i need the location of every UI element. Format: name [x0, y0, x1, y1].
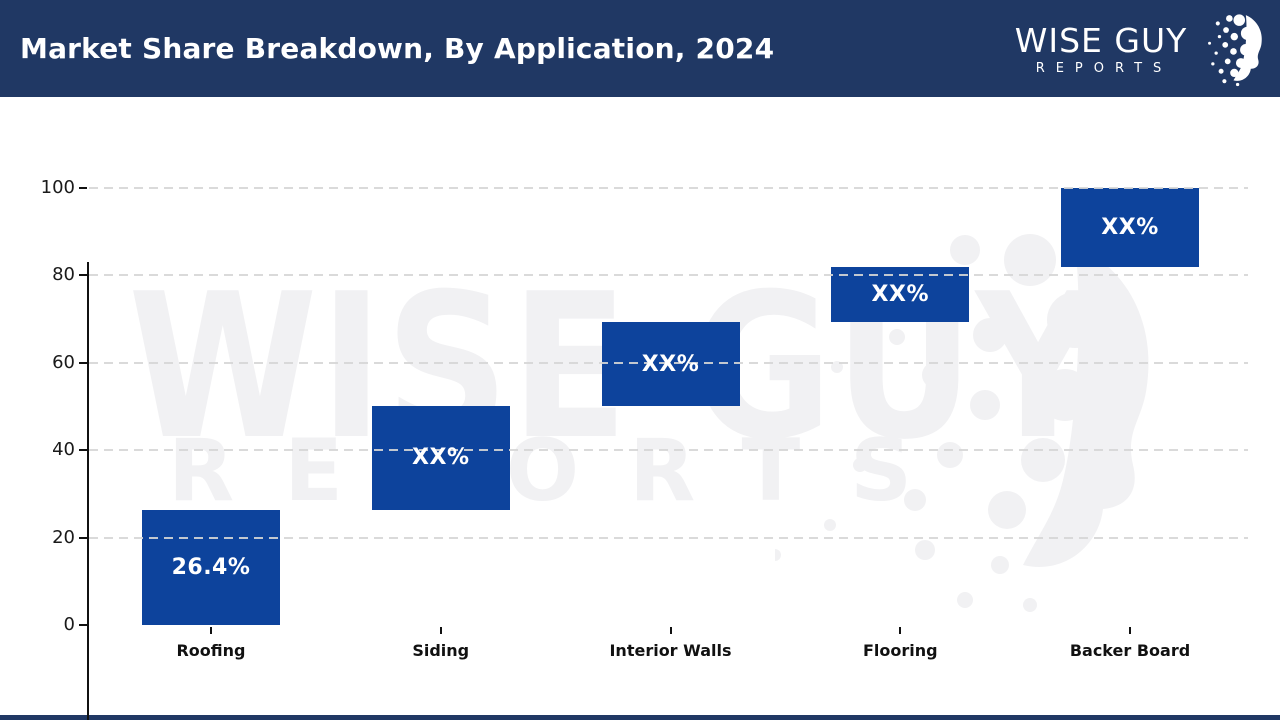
footer-bar — [0, 715, 1280, 720]
x-tick-roofing — [210, 627, 212, 634]
bar-value-label-siding: XX% — [412, 445, 470, 471]
bar-flooring — [831, 267, 970, 322]
gridline-y-40 — [89, 449, 1248, 451]
bar-value-label-interior-walls: XX% — [641, 351, 700, 377]
chart-title: Market Share Breakdown, By Application, … — [20, 32, 775, 65]
y-tick-label-0: 0 — [63, 614, 75, 635]
bar-interior-walls — [601, 321, 740, 407]
wise-guy-reports-logo: WISE GUY REPORTS — [1004, 6, 1264, 92]
gridline-y-20 — [89, 536, 1248, 539]
bar-value-label-backer-board: XX% — [1101, 214, 1159, 240]
y-tick-80 — [79, 274, 87, 276]
logo-wordmark: WISE GUY — [1014, 20, 1188, 60]
y-tick-label-80: 80 — [52, 264, 75, 285]
header-bar: Market Share Breakdown, By Application, … — [0, 0, 1280, 97]
bar-siding — [371, 406, 510, 510]
logo-dotted-head-icon — [1208, 14, 1262, 87]
x-category-label-backer-board: Backer Board — [1069, 641, 1191, 660]
bar-value-label-flooring: XX% — [871, 281, 929, 307]
bar-backer-board — [1061, 187, 1199, 268]
gridline-y-100 — [89, 186, 1248, 189]
y-tick-40 — [79, 449, 87, 451]
x-tick-flooring — [899, 627, 902, 634]
x-tick-backer-board — [1129, 627, 1131, 634]
y-tick-20 — [79, 536, 87, 539]
gridline-y-80 — [89, 274, 1248, 276]
x-tick-interior-walls — [669, 627, 672, 634]
y-tick-label-40: 40 — [52, 439, 75, 460]
y-tick-100 — [79, 186, 87, 189]
y-tick-label-60: 60 — [52, 351, 75, 373]
bar-roofing — [142, 509, 280, 625]
y-tick-label-20: 20 — [52, 526, 75, 548]
x-category-label-interior-walls: Interior Walls — [609, 641, 732, 660]
y-tick-0 — [79, 624, 87, 626]
gridline-y-60 — [89, 361, 1248, 364]
logo-text: WISE GUY REPORTS — [1004, 24, 1198, 75]
y-tick-label-100: 100 — [40, 176, 75, 198]
logo-subtitle: REPORTS — [1035, 60, 1173, 76]
bar-value-label-roofing: 26.4% — [171, 554, 251, 580]
y-axis-spine — [87, 262, 89, 720]
x-category-label-siding: Siding — [412, 641, 470, 660]
x-category-label-flooring: Flooring — [862, 641, 938, 660]
x-tick-siding — [439, 627, 442, 634]
watermark-subtitle: REPORTS — [168, 421, 963, 521]
y-tick-60 — [79, 361, 87, 364]
x-category-label-roofing: Roofing — [176, 641, 246, 660]
plot-area: 0 20 40 60 80 100 26.4% Roofing XX% Siding XX% Inte… — [0, 97, 1280, 720]
